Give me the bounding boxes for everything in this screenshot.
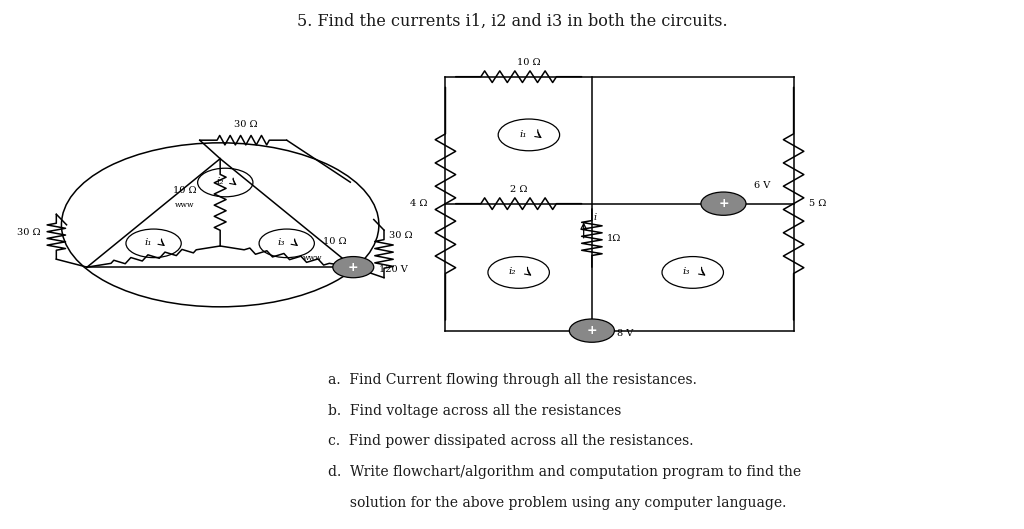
- Text: 120 V: 120 V: [379, 265, 408, 275]
- Text: 10 Ω: 10 Ω: [323, 237, 346, 246]
- Text: i₂: i₂: [216, 177, 223, 186]
- Text: c.  Find power dissipated across all the resistances.: c. Find power dissipated across all the …: [328, 434, 693, 448]
- Text: b.  Find voltage across all the resistances: b. Find voltage across all the resistanc…: [328, 404, 621, 417]
- Text: 1Ω: 1Ω: [607, 233, 622, 243]
- Text: 30 Ω: 30 Ω: [17, 228, 41, 238]
- Text: 5 Ω: 5 Ω: [809, 199, 826, 208]
- Text: +: +: [348, 261, 358, 273]
- Text: +: +: [718, 197, 729, 210]
- Text: 30 Ω: 30 Ω: [389, 231, 413, 240]
- Text: www: www: [174, 201, 195, 209]
- Text: i₂: i₂: [509, 267, 516, 276]
- Text: 2 Ω: 2 Ω: [510, 185, 527, 194]
- Text: i₁: i₁: [519, 130, 526, 139]
- Text: 4 Ω: 4 Ω: [410, 199, 427, 208]
- Text: +: +: [587, 324, 597, 337]
- Circle shape: [569, 319, 614, 342]
- Circle shape: [700, 192, 745, 215]
- Text: i₃: i₃: [278, 238, 285, 247]
- Text: a.  Find Current flowing through all the resistances.: a. Find Current flowing through all the …: [328, 373, 696, 387]
- Text: i: i: [594, 213, 597, 222]
- Text: i₁: i₁: [144, 238, 152, 247]
- Text: 8 V: 8 V: [617, 329, 634, 338]
- Text: 10 Ω: 10 Ω: [517, 58, 541, 67]
- Text: www: www: [302, 254, 323, 262]
- Text: 5. Find the currents i1, i2 and i3 in both the circuits.: 5. Find the currents i1, i2 and i3 in bo…: [297, 13, 727, 30]
- Circle shape: [333, 257, 374, 278]
- Text: 10 Ω: 10 Ω: [172, 186, 197, 196]
- Text: 30 Ω: 30 Ω: [233, 120, 258, 129]
- Text: i₃: i₃: [683, 267, 690, 276]
- Text: solution for the above problem using any computer language.: solution for the above problem using any…: [328, 496, 786, 509]
- Text: 6 V: 6 V: [754, 181, 770, 190]
- Text: d.  Write flowchart/algorithm and computation program to find the: d. Write flowchart/algorithm and computa…: [328, 465, 801, 479]
